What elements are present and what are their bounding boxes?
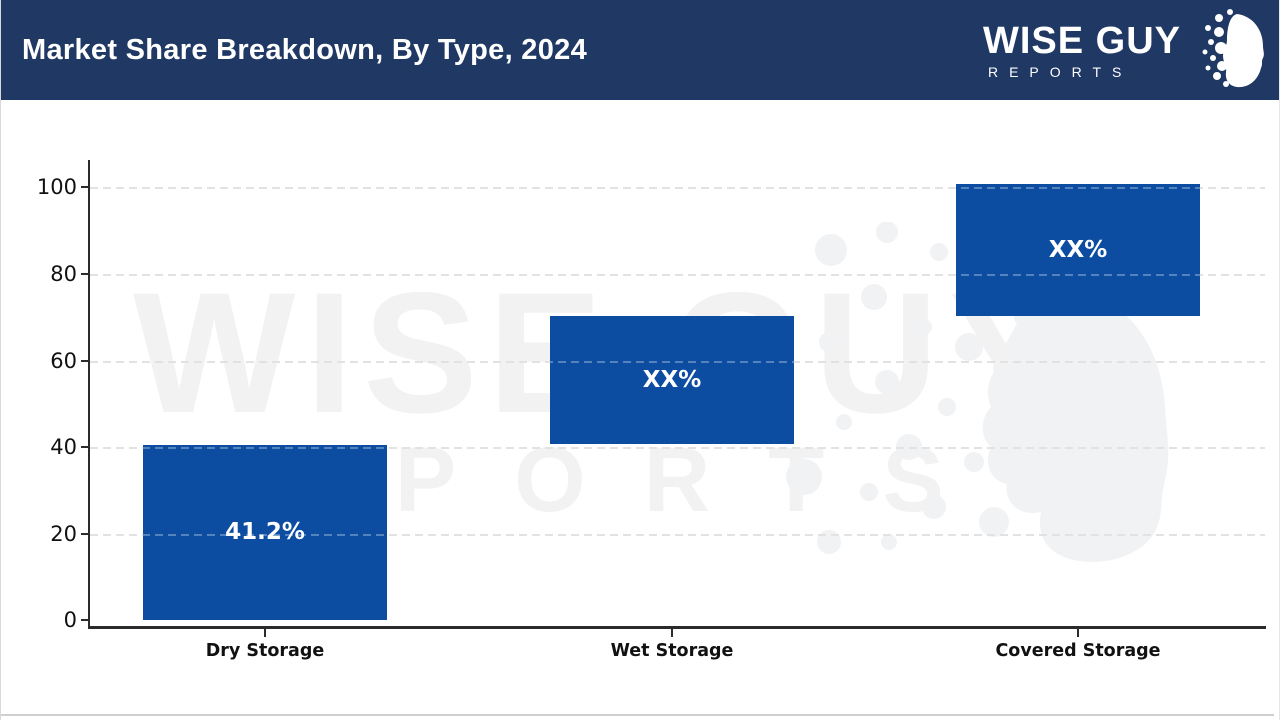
y-axis-label-60: 60 [50,349,77,373]
y-axis-label-40: 40 [50,435,77,459]
bar-value-label-wet-storage: XX% [642,367,702,393]
gridline-100 [90,187,1265,189]
gridline-overlay-80 [90,274,1265,276]
y-axis-label-80: 80 [50,262,77,286]
bar-value-label-dry-storage: 41.2% [225,519,305,545]
x-axis-label-wet-storage: Wet Storage [610,641,734,661]
bar-wet-storage [550,316,794,444]
bar-dry-storage [143,445,387,620]
bar-covered-storage [956,184,1200,316]
gridline-overlay-100 [90,187,1265,189]
y-tick-100 [81,186,89,188]
gridline-20 [90,534,1265,536]
gridline-overlay-60 [90,361,1265,363]
logo-wordmark: WISE GUY [982,19,1181,62]
gridline-40 [90,447,1265,449]
logo-dotted-head-icon [1202,9,1264,88]
gridline-overlay-20 [90,534,1265,536]
x-axis-line [88,626,1266,629]
logo-subtitle: REPORTS [987,63,1133,80]
gridline-overlay-40 [90,447,1265,449]
y-axis-label-0: 0 [63,608,77,632]
wise-guy-reports-logo: WISE GUY REPORTS [983,8,1267,92]
y-axis-label-100: 100 [36,175,77,199]
y-tick-60 [81,360,89,362]
bottom-border-line [1,714,1274,716]
header-bar: Market Share Breakdown, By Type, 2024 WI… [1,0,1279,100]
x-axis-label-dry-storage: Dry Storage [205,641,325,661]
logo-text: WISE GUY REPORTS [983,21,1181,80]
gridline-80 [90,274,1265,276]
x-tick-wet-storage [671,629,673,637]
page-title: Market Share Breakdown, By Type, 2024 [22,33,588,66]
y-tick-40 [81,446,89,448]
x-axis-label-covered-storage: Covered Storage [995,641,1161,661]
y-axis-line [88,160,90,628]
x-tick-covered-storage [1077,629,1079,637]
x-tick-dry-storage [264,629,266,637]
y-tick-0 [81,619,89,621]
y-tick-80 [81,273,89,275]
y-tick-20 [81,533,89,535]
y-axis-label-20: 20 [50,522,77,546]
bar-value-label-covered-storage: XX% [1048,237,1108,263]
